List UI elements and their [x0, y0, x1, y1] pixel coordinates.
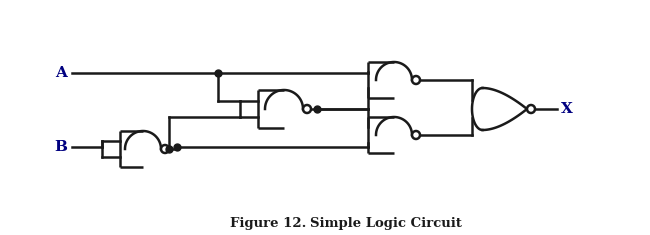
- Text: A: A: [55, 66, 67, 80]
- Circle shape: [412, 76, 420, 84]
- Text: X: X: [561, 102, 573, 116]
- Circle shape: [527, 105, 535, 113]
- Circle shape: [303, 105, 311, 113]
- Text: Simple Logic Circuit: Simple Logic Circuit: [310, 216, 462, 230]
- Circle shape: [161, 145, 169, 153]
- Text: Figure 12.: Figure 12.: [230, 216, 306, 230]
- Circle shape: [412, 131, 420, 139]
- Text: B: B: [54, 140, 67, 154]
